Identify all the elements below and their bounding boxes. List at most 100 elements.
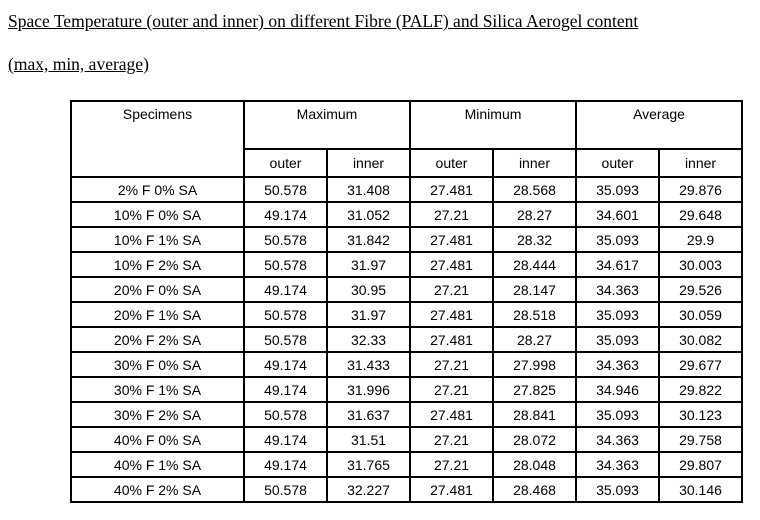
cell-avg-outer: 34.363	[575, 451, 661, 478]
cell-avg-inner: 30.003	[658, 251, 744, 278]
cell-specimen: 40% F 1% SA	[70, 451, 245, 478]
cell-specimen: 20% F 2% SA	[70, 326, 245, 353]
cell-avg-outer: 35.093	[575, 301, 661, 328]
header-average-outer: outer	[575, 148, 661, 178]
cell-avg-outer: 35.093	[575, 326, 661, 353]
cell-min-inner: 28.444	[492, 251, 578, 278]
cell-min-outer: 27.481	[409, 476, 495, 503]
cell-min-outer: 27.21	[409, 376, 495, 403]
header-maximum-outer: outer	[243, 148, 328, 178]
cell-min-inner: 28.147	[492, 276, 578, 303]
cell-avg-outer: 34.617	[575, 251, 661, 278]
cell-avg-outer: 35.093	[575, 226, 661, 253]
cell-min-outer: 27.21	[409, 351, 495, 378]
cell-avg-inner: 29.9	[658, 226, 744, 253]
cell-max-inner: 32.227	[325, 476, 412, 503]
cell-avg-inner: 29.876	[658, 176, 744, 203]
cell-avg-outer: 35.093	[575, 176, 661, 203]
cell-max-inner: 31.433	[325, 351, 412, 378]
cell-max-outer: 49.174	[243, 376, 328, 403]
cell-min-inner: 28.27	[492, 326, 578, 353]
cell-min-inner: 28.32	[492, 226, 578, 253]
cell-max-outer: 49.174	[243, 426, 328, 453]
cell-min-outer: 27.481	[409, 401, 495, 428]
cell-max-outer: 49.174	[243, 276, 328, 303]
table-row: 20% F 2% SA 50.578 32.33 27.481 28.27 35…	[70, 326, 744, 353]
temperature-table: Specimens Maximum Minimum Average outer …	[70, 100, 744, 503]
cell-max-outer: 49.174	[243, 451, 328, 478]
cell-avg-outer: 35.093	[575, 476, 661, 503]
cell-specimen: 30% F 2% SA	[70, 401, 245, 428]
cell-min-outer: 27.21	[409, 201, 495, 228]
cell-max-outer: 50.578	[243, 301, 328, 328]
cell-avg-inner: 29.526	[658, 276, 744, 303]
table-row: 20% F 0% SA 49.174 30.95 27.21 28.147 34…	[70, 276, 744, 303]
cell-min-inner: 27.825	[492, 376, 578, 403]
cell-max-inner: 31.97	[325, 251, 412, 278]
cell-max-outer: 50.578	[243, 401, 328, 428]
cell-avg-inner: 30.146	[658, 476, 744, 503]
cell-max-inner: 31.408	[325, 176, 412, 203]
cell-specimen: 40% F 2% SA	[70, 476, 245, 503]
cell-max-outer: 50.578	[243, 326, 328, 353]
cell-min-outer: 27.481	[409, 301, 495, 328]
cell-min-inner: 28.518	[492, 301, 578, 328]
cell-max-inner: 31.51	[325, 426, 412, 453]
cell-max-outer: 50.578	[243, 226, 328, 253]
cell-specimen: 2% F 0% SA	[70, 176, 245, 203]
table-row: 30% F 0% SA 49.174 31.433 27.21 27.998 3…	[70, 351, 744, 378]
cell-max-inner: 31.052	[325, 201, 412, 228]
cell-max-inner: 31.97	[325, 301, 412, 328]
cell-avg-outer: 34.363	[575, 276, 661, 303]
cell-min-inner: 28.072	[492, 426, 578, 453]
cell-min-inner: 28.468	[492, 476, 578, 503]
cell-specimen: 30% F 1% SA	[70, 376, 245, 403]
cell-avg-outer: 35.093	[575, 401, 661, 428]
cell-min-outer: 27.481	[409, 226, 495, 253]
table-row: 30% F 2% SA 50.578 31.637 27.481 28.841 …	[70, 401, 744, 428]
cell-avg-inner: 30.059	[658, 301, 744, 328]
table-row: 40% F 1% SA 49.174 31.765 27.21 28.048 3…	[70, 451, 744, 478]
table-row: 20% F 1% SA 50.578 31.97 27.481 28.518 3…	[70, 301, 744, 328]
cell-max-outer: 50.578	[243, 476, 328, 503]
cell-avg-inner: 29.677	[658, 351, 744, 378]
table-row: 40% F 2% SA 50.578 32.227 27.481 28.468 …	[70, 476, 744, 503]
cell-max-inner: 31.637	[325, 401, 412, 428]
cell-specimen: 20% F 1% SA	[70, 301, 245, 328]
cell-max-outer: 49.174	[243, 351, 328, 378]
cell-max-inner: 31.842	[325, 226, 412, 253]
cell-max-inner: 31.765	[325, 451, 412, 478]
cell-min-inner: 28.27	[492, 201, 578, 228]
cell-avg-inner: 29.648	[658, 201, 744, 228]
cell-min-outer: 27.21	[409, 451, 495, 478]
cell-max-inner: 32.33	[325, 326, 412, 353]
table-header-group-row: Specimens Maximum Minimum Average	[70, 100, 744, 178]
cell-max-outer: 49.174	[243, 201, 328, 228]
cell-avg-inner: 30.123	[658, 401, 744, 428]
cell-avg-outer: 34.601	[575, 201, 661, 228]
cell-specimen: 10% F 1% SA	[70, 226, 245, 253]
cell-avg-outer: 34.363	[575, 426, 661, 453]
cell-max-inner: 30.95	[325, 276, 412, 303]
table-row: 10% F 2% SA 50.578 31.97 27.481 28.444 3…	[70, 251, 744, 278]
document-title-line2: (max, min, average)	[8, 54, 149, 74]
cell-specimen: 40% F 0% SA	[70, 426, 245, 453]
document-title-line1: Space Temperature (outer and inner) on d…	[8, 11, 639, 31]
cell-min-outer: 27.21	[409, 426, 495, 453]
cell-max-outer: 50.578	[243, 251, 328, 278]
header-average: Average	[575, 100, 744, 150]
table-row: 2% F 0% SA 50.578 31.408 27.481 28.568 3…	[70, 176, 744, 203]
cell-min-inner: 28.568	[492, 176, 578, 203]
cell-max-outer: 50.578	[243, 176, 328, 203]
cell-avg-inner: 29.822	[658, 376, 744, 403]
document-title: Space Temperature (outer and inner) on d…	[8, 10, 756, 76]
table-row: 10% F 0% SA 49.174 31.052 27.21 28.27 34…	[70, 201, 744, 228]
header-average-inner: inner	[658, 148, 744, 178]
cell-min-outer: 27.481	[409, 326, 495, 353]
cell-avg-outer: 34.946	[575, 376, 661, 403]
cell-min-inner: 28.048	[492, 451, 578, 478]
header-minimum: Minimum	[409, 100, 578, 150]
table-row: 40% F 0% SA 49.174 31.51 27.21 28.072 34…	[70, 426, 744, 453]
cell-avg-inner: 30.082	[658, 326, 744, 353]
cell-min-outer: 27.481	[409, 251, 495, 278]
